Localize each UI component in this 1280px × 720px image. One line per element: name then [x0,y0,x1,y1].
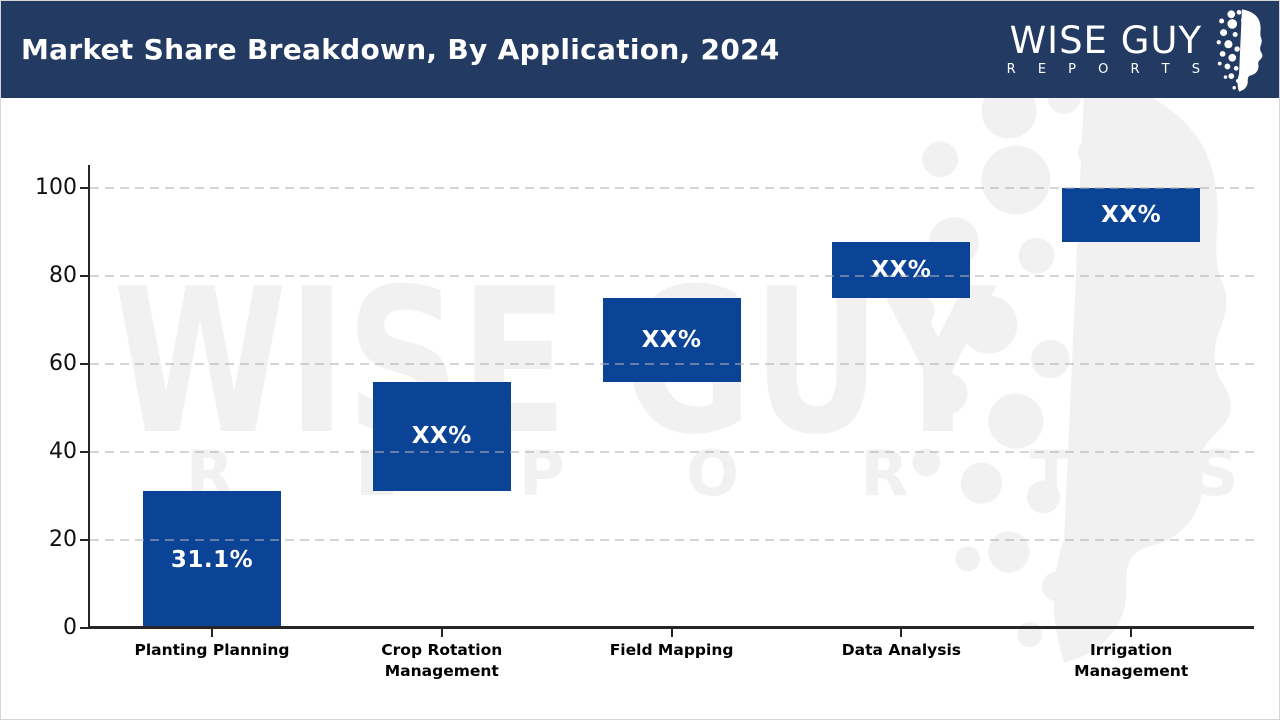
bar-value-label: XX% [411,423,472,450]
y-tick-mark [80,363,88,365]
y-tick-label: 20 [49,527,77,552]
y-tick-label: 60 [49,351,77,376]
x-tick-mark [440,629,443,637]
y-tick-mark [80,539,88,541]
watermark-face-icon [904,76,1231,663]
page-title: Market Share Breakdown, By Application, … [21,33,780,66]
y-tick-mark [80,187,88,189]
bar-value-label: XX% [871,257,932,284]
gridline [90,363,1254,365]
y-tick-label: 0 [63,615,77,640]
header-bar: Market Share Breakdown, By Application, … [1,1,1279,98]
bar-irrigation-management: XX% [1062,188,1201,243]
y-tick-mark [80,627,88,629]
bar-value-label: XX% [641,326,702,353]
x-category-label-field-mapping: Field Mapping [609,641,734,659]
y-tick-label: 80 [49,263,77,288]
x-tick-mark [900,629,903,637]
gridline [90,539,1254,541]
bar-value-label: XX% [1101,202,1162,229]
y-tick-label: 100 [35,175,77,200]
x-tick-mark [211,629,213,637]
y-axis-spine [88,165,90,629]
bar-data-analysis: XX% [832,242,971,298]
logo-wordmark: WISE GUY R E P O R T S [1003,22,1209,77]
bar-planting-planning: 31.1% [143,491,281,628]
x-tick-mark [1130,629,1133,637]
gridline [90,275,1254,277]
bar-field-mapping: XX% [602,298,741,382]
x-category-label-crop-rotation-management: Crop Rotation Management [381,641,503,680]
y-tick-mark [80,451,88,453]
x-category-label-data-analysis: Data Analysis [841,641,962,659]
bar-crop-rotation-management: XX% [372,381,511,492]
x-axis-spine [88,626,1254,629]
gridline [90,451,1254,453]
logo-reports: R E P O R T S [1006,62,1209,77]
x-tick-mark [670,629,673,637]
logo-face-icon [1216,8,1263,92]
bar-value-label: 31.1% [170,546,254,573]
x-category-label-planting-planning: Planting Planning [134,641,290,659]
logo-word: WISE GUY [1009,19,1203,62]
gridline [90,187,1254,189]
wise-guy-logo: WISE GUY R E P O R T S [1003,6,1269,94]
y-tick-label: 40 [49,439,77,464]
y-tick-mark [80,275,88,277]
x-category-label-irrigation-management: Irrigation Management [1074,641,1189,680]
